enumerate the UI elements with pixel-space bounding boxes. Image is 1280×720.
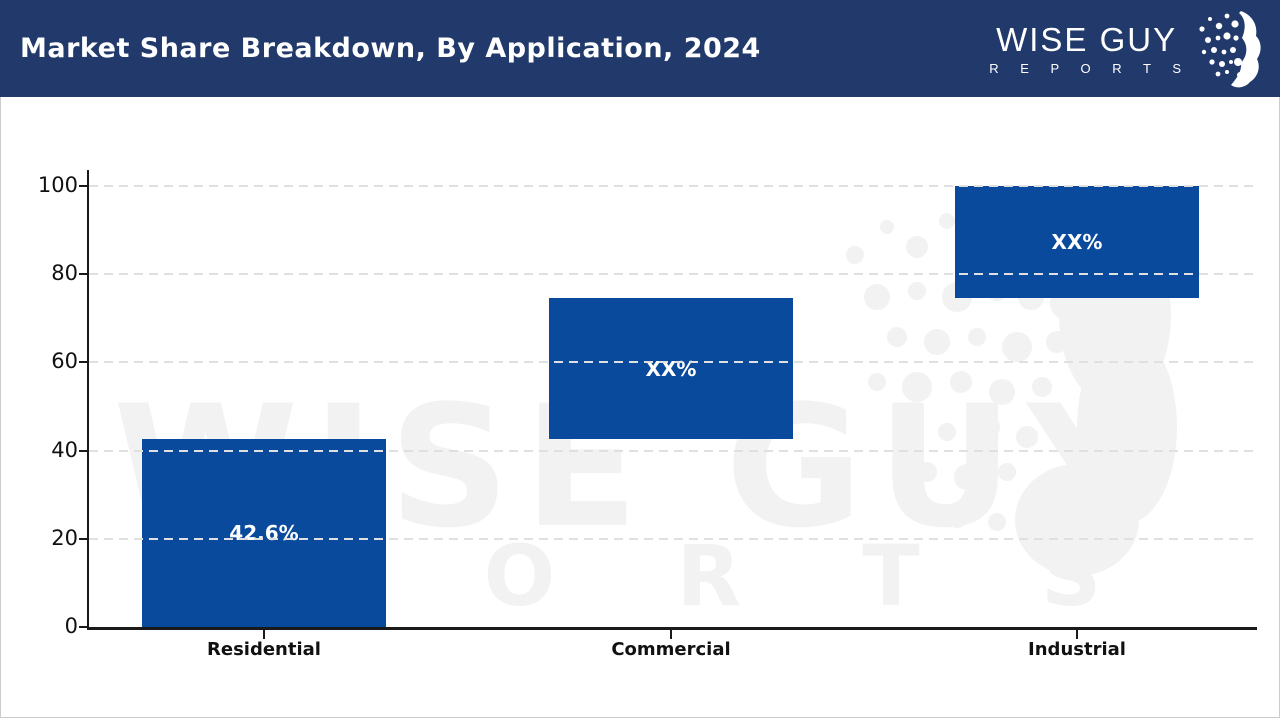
gridline-y20 <box>89 537 1256 540</box>
x-tick-industrial <box>1076 630 1078 639</box>
brand-name: WISE GUY <box>996 21 1178 58</box>
x-category-label-residential: Residential <box>207 639 321 660</box>
y-tick-20 <box>79 537 87 540</box>
y-tick-label-20: 20 <box>51 525 78 550</box>
gridline-y100 <box>89 185 1256 187</box>
y-tick-label-80: 80 <box>51 261 78 286</box>
y-tick-label-60: 60 <box>51 349 78 374</box>
x-category-label-commercial: Commercial <box>611 639 731 660</box>
y-tick-label-40: 40 <box>51 437 78 462</box>
y-tick-label-100: 100 <box>37 173 78 197</box>
page-title: Market Share Breakdown, By Application, … <box>20 33 761 64</box>
y-tick-40 <box>79 449 87 452</box>
y-tick-60 <box>79 361 87 364</box>
bar-value-label-residential: 42.6% <box>229 521 299 546</box>
gridline-y60 <box>89 361 1256 364</box>
gridline-y40 <box>89 449 1256 452</box>
y-tick-100 <box>79 185 87 187</box>
y-axis-line <box>87 170 89 629</box>
bar-commercial: XX% <box>549 298 793 440</box>
x-tick-commercial <box>670 630 672 639</box>
x-tick-residential <box>263 630 265 639</box>
bar-value-label-industrial: XX% <box>1051 230 1103 255</box>
x-axis-line <box>87 627 1257 630</box>
brand-subtitle: R E P O R T S <box>989 61 1190 76</box>
brand-logo-text: WISE GUY R E P O R T S <box>983 21 1190 76</box>
y-tick-80 <box>79 273 87 276</box>
y-tick-0 <box>79 626 87 628</box>
watermark-text-2: P O R T S <box>301 527 1148 625</box>
x-category-label-industrial: Industrial <box>1028 639 1126 660</box>
bar-industrial: XX% <box>955 186 1199 299</box>
header-bar: Market Share Breakdown, By Application, … <box>0 0 1280 97</box>
brand-logo: WISE GUY R E P O R T S <box>983 0 1268 97</box>
bar-value-label-commercial: XX% <box>645 356 697 381</box>
y-tick-label-0: 0 <box>64 614 78 638</box>
bar-residential: 42.6% <box>142 439 386 627</box>
brand-head-icon <box>1199 10 1261 87</box>
gridline-y80 <box>89 273 1256 276</box>
